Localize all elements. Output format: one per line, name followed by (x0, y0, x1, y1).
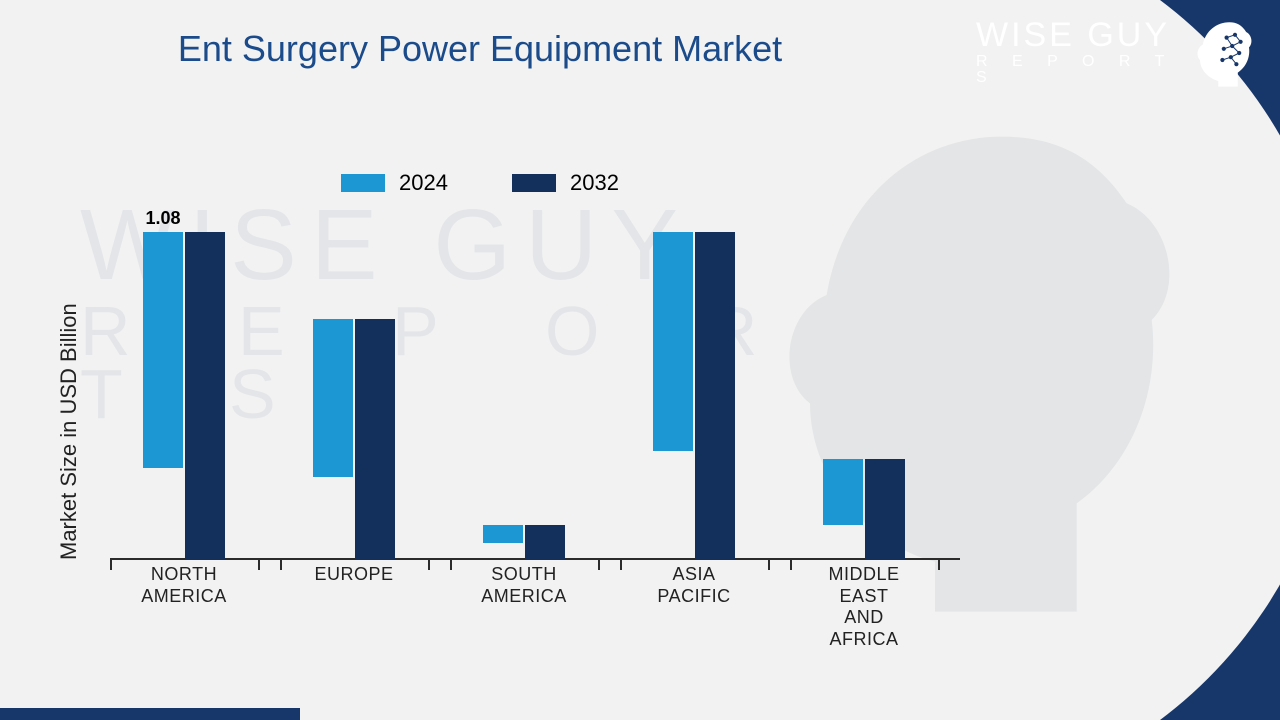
bottom-accent-bar (0, 708, 300, 720)
y-axis-label: Market Size in USD Billion (56, 303, 82, 560)
brand-head-icon (1186, 18, 1256, 88)
bar-value-label: 1.08 (145, 208, 180, 229)
chart-legend: 2024 2032 (0, 170, 960, 196)
brand-line1: WISE GUY (976, 18, 1180, 52)
category-label: ASIA PACIFIC (624, 564, 764, 607)
chart-title: Ent Surgery Power Equipment Market (0, 28, 960, 70)
chart-canvas: WISE GUY R E P O R T S (0, 0, 1280, 720)
bar-2032 (865, 459, 905, 560)
bar-group (450, 525, 598, 560)
brand-logo: WISE GUY R E P O R T S (976, 18, 1256, 88)
plot-area: 1.08 (110, 210, 960, 560)
bar-2024 (653, 232, 693, 451)
brand-text: WISE GUY R E P O R T S (976, 18, 1180, 86)
legend-swatch-2032 (512, 174, 556, 192)
bar-group (280, 319, 428, 560)
bar-2024 (313, 319, 353, 477)
bar-2032 (355, 319, 395, 560)
legend-swatch-2024 (341, 174, 385, 192)
bar-2024: 1.08 (143, 232, 183, 468)
category-label: NORTH AMERICA (114, 564, 254, 607)
category-label: MIDDLE EAST AND AFRICA (794, 564, 934, 650)
bar-2032 (185, 232, 225, 560)
legend-item-2032: 2032 (512, 170, 619, 196)
category-label: SOUTH AMERICA (454, 564, 594, 607)
bar-2024 (483, 525, 523, 543)
legend-label-2024: 2024 (399, 170, 448, 196)
x-axis-labels: NORTH AMERICA EUROPE SOUTH AMERICA ASIA PAC… (110, 560, 960, 680)
legend-item-2024: 2024 (341, 170, 448, 196)
bar-group: 1.08 (110, 232, 258, 560)
bar-2032 (695, 232, 735, 560)
bar-group (790, 459, 938, 560)
category-label: EUROPE (284, 564, 424, 586)
bar-group (620, 232, 768, 560)
legend-label-2032: 2032 (570, 170, 619, 196)
brand-line2: R E P O R T S (976, 54, 1180, 86)
bar-2032 (525, 525, 565, 560)
side-panel (960, 0, 1280, 720)
bar-2024 (823, 459, 863, 525)
